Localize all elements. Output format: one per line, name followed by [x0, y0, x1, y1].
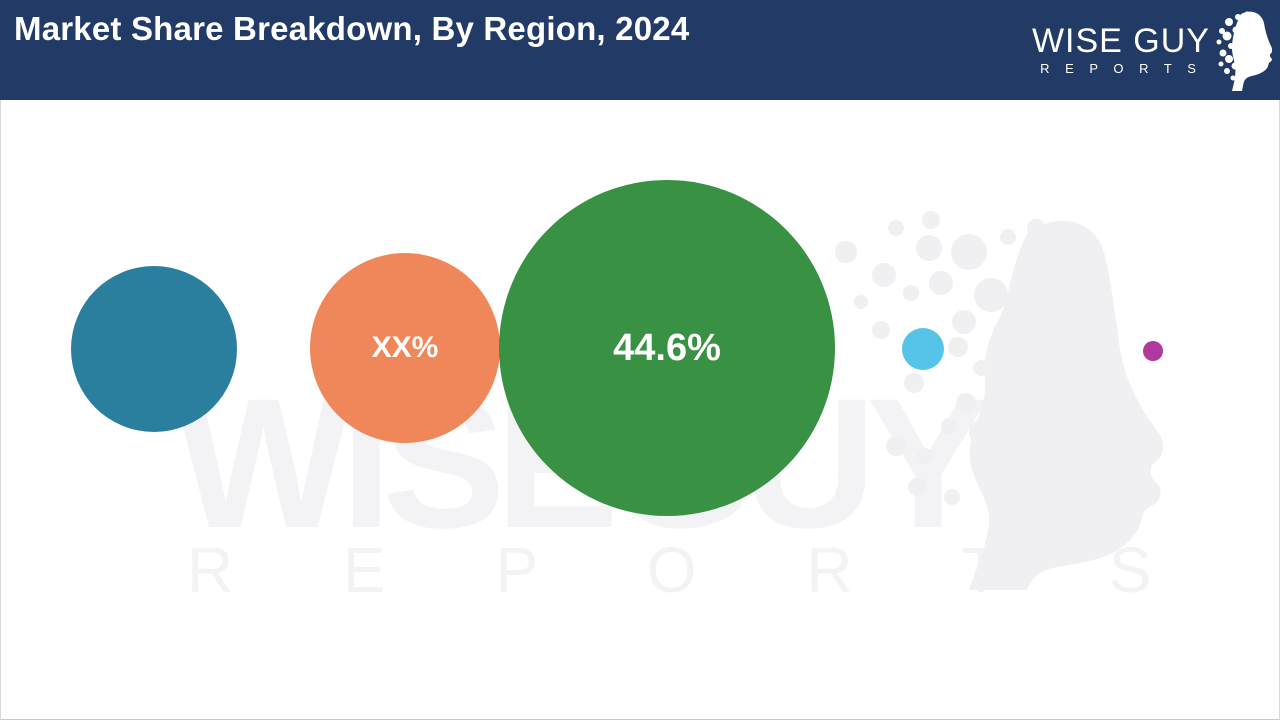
- page-title: Market Share Breakdown, By Region, 2024: [14, 10, 690, 47]
- watermark-head-icon: [835, 211, 1164, 590]
- bubble-apac: 44.6%: [499, 180, 835, 516]
- bubble-south-america: [902, 328, 944, 370]
- wise-guy-head-icon: [1216, 11, 1272, 91]
- logo-reports-label: R E P O R T S: [1040, 61, 1202, 77]
- bubble-mea: [1143, 341, 1163, 361]
- bubble-north-america: [71, 266, 237, 432]
- bubble-value-apac: 44.6%: [613, 326, 721, 369]
- wise-guy-logo: WISE GUY R E P O R T S: [1032, 8, 1272, 92]
- bubble-europe: XX%: [310, 253, 500, 443]
- bubble-value-europe: XX%: [371, 331, 439, 364]
- logo-text: WISE GUY R E P O R T S: [1031, 21, 1210, 77]
- logo-name: WISE GUY: [1031, 21, 1210, 60]
- header: Market Share Breakdown, By Region, 2024 …: [0, 0, 1280, 100]
